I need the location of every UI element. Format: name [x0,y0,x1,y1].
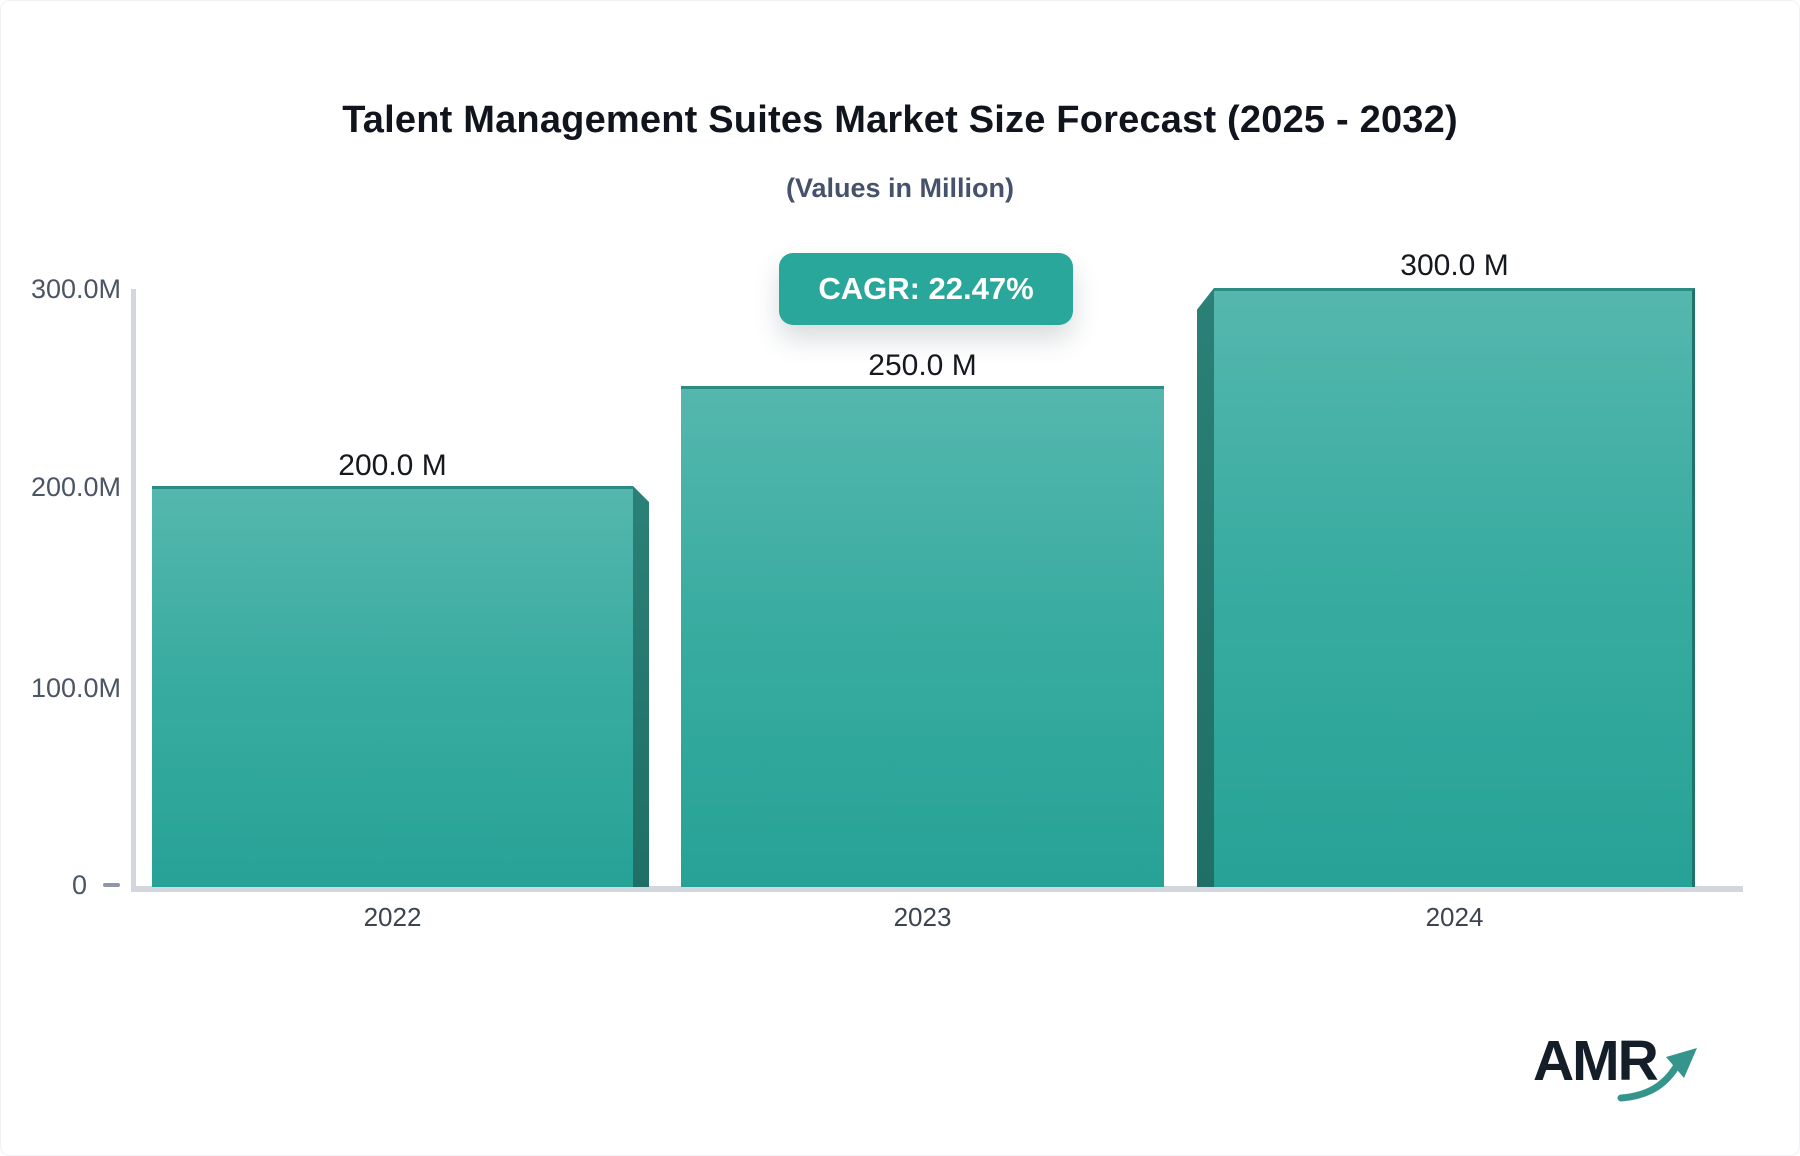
y-tick-0: 0 [71,870,87,900]
bar-2023[interactable] [681,386,1164,887]
x-axis-label-2024: 2024 [1425,902,1484,932]
bar-value-label-2024: 300.0 M [1400,249,1509,282]
zero-tick-mark [103,883,120,887]
x-axis-label-2023: 2023 [893,902,952,932]
bar-2024[interactable] [1214,288,1695,887]
chart-subtitle: (Values in Million) [785,173,1015,203]
bar-value-label-2022: 200.0 M [338,449,447,482]
growth-arrow-icon [1617,1048,1697,1102]
amr-logo: AMR [1533,1031,1713,1111]
y-tick-200: 200.0M [30,472,121,502]
chart-title: Talent Management Suites Market Size For… [342,99,1458,141]
x-axis-line [131,886,1743,892]
bar-value-label-2023: 250.0 M [868,349,977,382]
y-tick-100: 100.0M [30,673,121,703]
bar-2024-side-face [1197,288,1214,887]
x-axis-label-2022: 2022 [363,902,422,932]
cagr-badge: CAGR: 22.47% [779,253,1073,325]
bar-2022-side-face [633,486,649,887]
amr-logo-text: AMR [1533,1029,1659,1093]
bar-2022[interactable] [152,486,633,887]
y-tick-300: 300.0M [30,274,121,304]
y-axis-line [131,289,136,891]
